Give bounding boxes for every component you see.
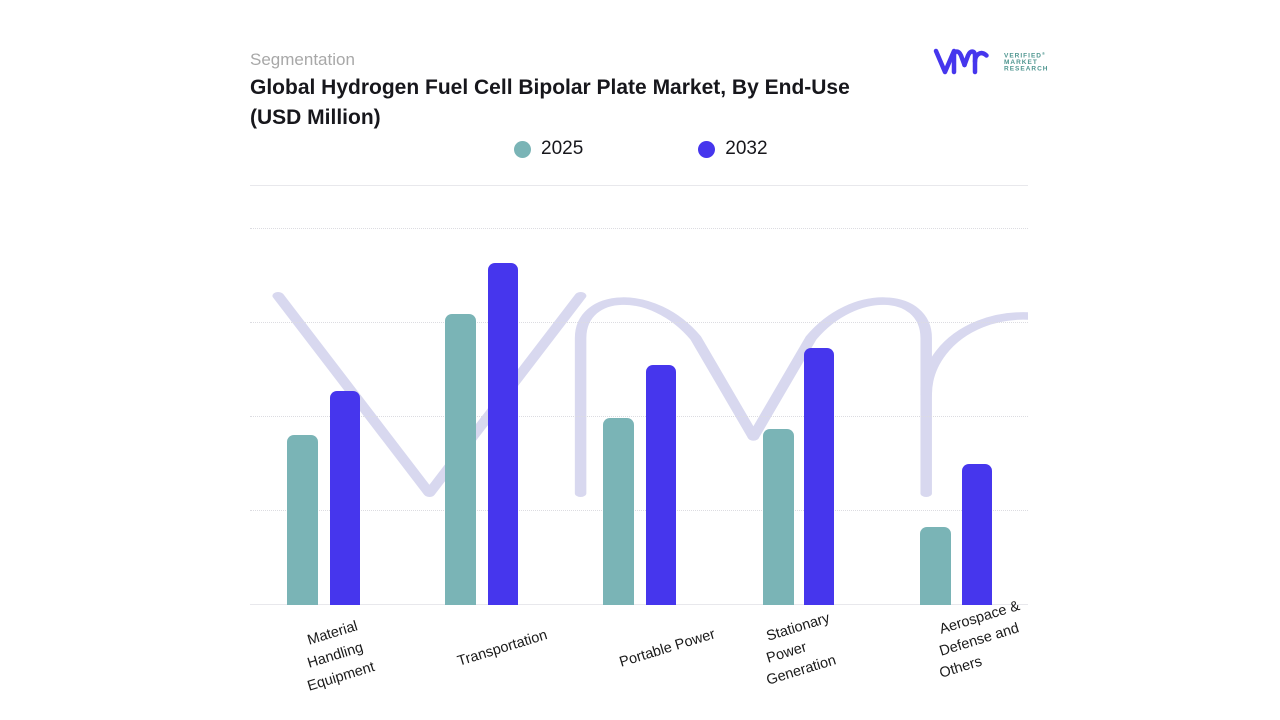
svg-text:VERIFIED®: VERIFIED®: [1004, 51, 1046, 60]
svg-text:RESEARCH: RESEARCH: [1004, 66, 1048, 73]
svg-text:MARKET: MARKET: [1004, 59, 1038, 66]
